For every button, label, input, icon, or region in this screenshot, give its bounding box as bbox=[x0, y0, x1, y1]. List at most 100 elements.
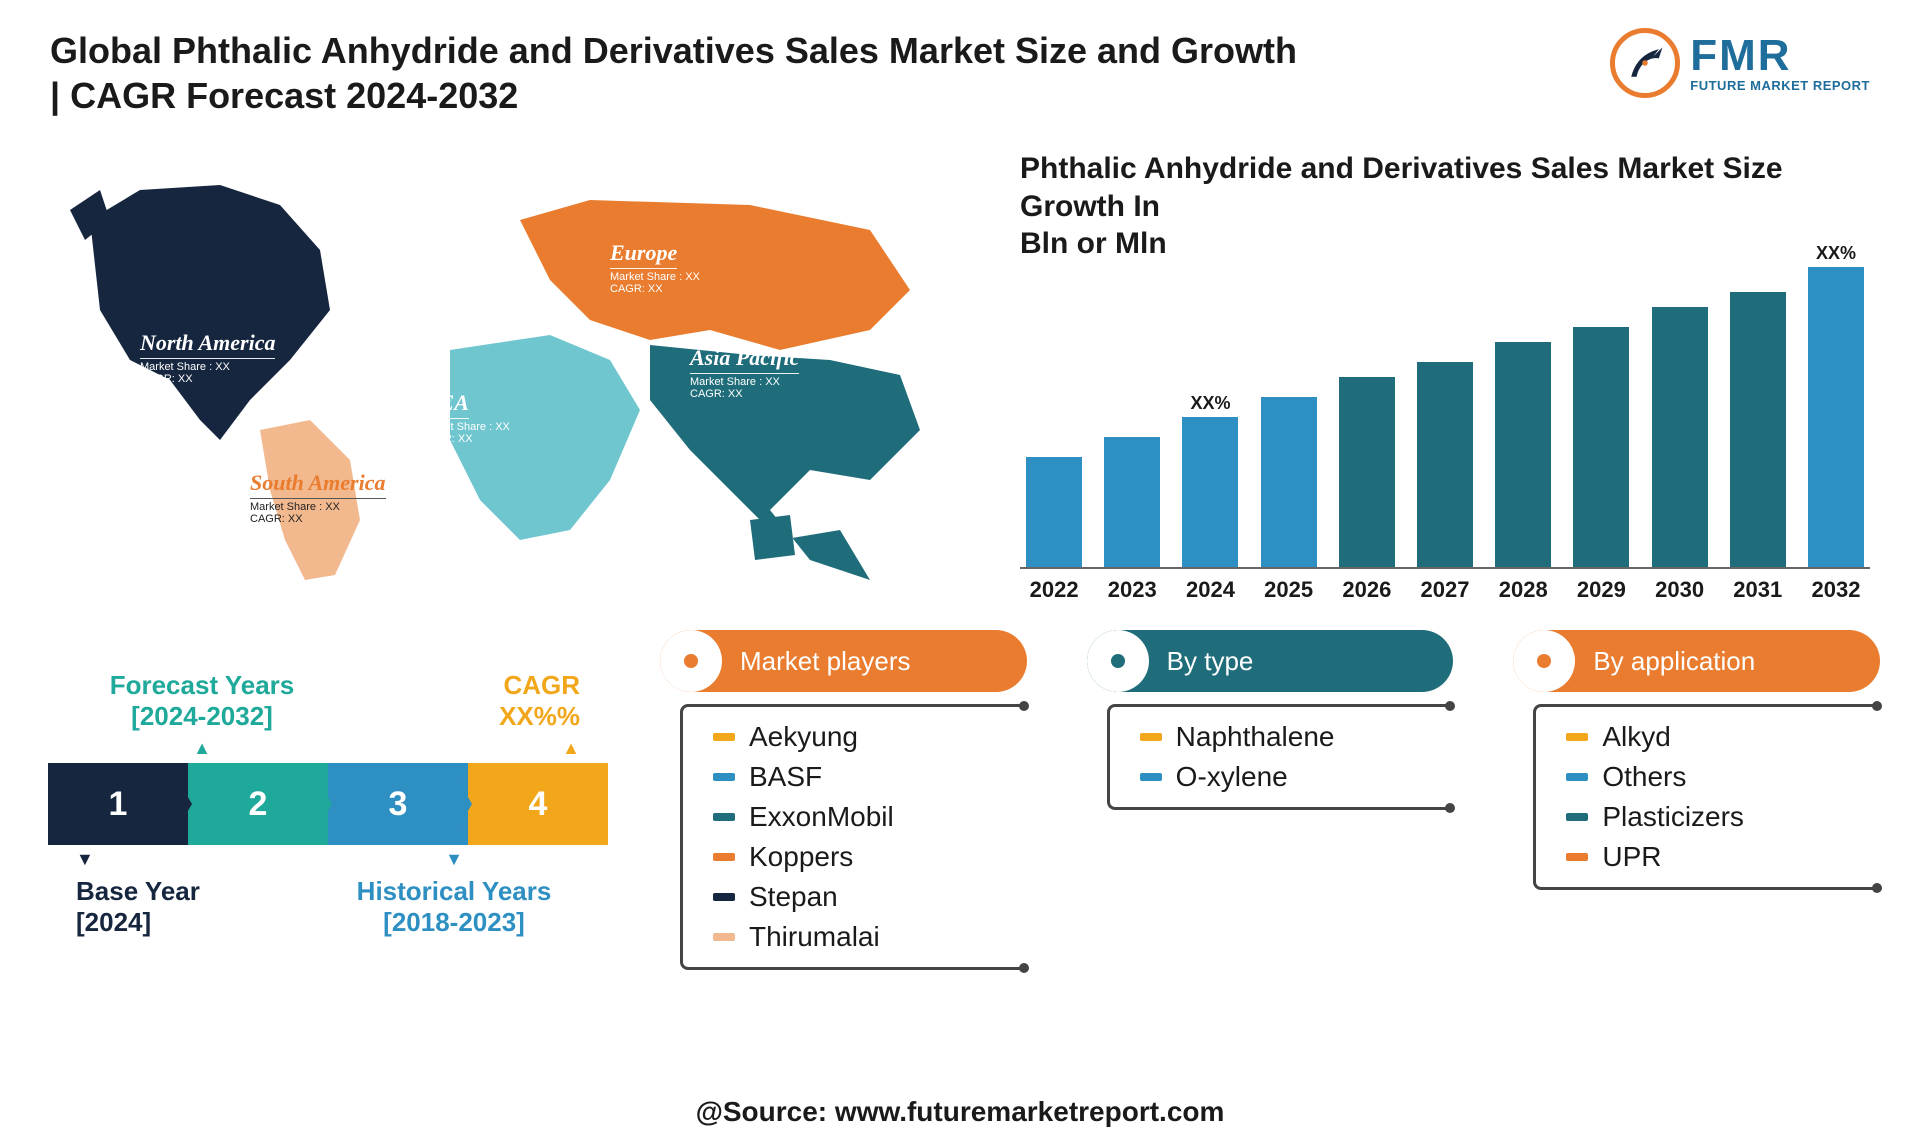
historical-years-label: Historical Years [2018-2023] bbox=[328, 876, 580, 938]
category-title: Market players bbox=[740, 646, 911, 677]
tick-icon bbox=[713, 933, 735, 941]
pill-dot-icon bbox=[1087, 630, 1149, 692]
x-label: 2030 bbox=[1650, 577, 1710, 603]
list-item: Others bbox=[1566, 757, 1870, 797]
x-label: 2028 bbox=[1493, 577, 1553, 603]
bar-2029 bbox=[1573, 327, 1629, 567]
arrow-down-icon: ▼ bbox=[76, 849, 328, 870]
timeline-seg-1: 1 bbox=[48, 763, 188, 845]
page-title: Global Phthalic Anhydride and Derivative… bbox=[50, 28, 1297, 118]
list-item-text: UPR bbox=[1602, 841, 1661, 873]
category-2: By application Alkyd Others Plasticizers UPR bbox=[1513, 630, 1880, 970]
pill-dot-icon bbox=[1513, 630, 1575, 692]
header: Global Phthalic Anhydride and Derivative… bbox=[50, 28, 1870, 118]
tick-icon bbox=[1140, 773, 1162, 781]
world-map: North AmericaMarket Share : XXCAGR: XX So… bbox=[50, 160, 970, 590]
bar-2032: XX% bbox=[1808, 267, 1864, 567]
bar-2027 bbox=[1417, 362, 1473, 567]
logo-subtext: FUTURE MARKET REPORT bbox=[1690, 78, 1870, 93]
x-label: 2032 bbox=[1806, 577, 1866, 603]
list-item: BASF bbox=[713, 757, 1017, 797]
tick-icon bbox=[713, 733, 735, 741]
list-item-text: Aekyung bbox=[749, 721, 858, 753]
category-0: Market players Aekyung BASF ExxonMobil Koppe… bbox=[660, 630, 1027, 970]
forecast-years-label: Forecast Years [2024-2032] bbox=[76, 670, 328, 732]
timeline-seg-2: 2 bbox=[188, 763, 328, 845]
list-item-text: BASF bbox=[749, 761, 822, 793]
list-item: Alkyd bbox=[1566, 717, 1870, 757]
region-label-eu: EuropeMarket Share : XXCAGR: XX bbox=[610, 240, 700, 295]
category-pill: By type bbox=[1087, 630, 1454, 692]
list-item: Naphthalene bbox=[1140, 717, 1444, 757]
title-line-2: | CAGR Forecast 2024-2032 bbox=[50, 75, 518, 116]
title-line-1: Global Phthalic Anhydride and Derivative… bbox=[50, 30, 1297, 71]
list-item: Plasticizers bbox=[1566, 797, 1870, 837]
tick-icon bbox=[713, 813, 735, 821]
x-label: 2023 bbox=[1102, 577, 1162, 603]
timeline-widget: Forecast Years [2024-2032] CAGR XX%% ▲ ▲… bbox=[48, 670, 608, 938]
bar-2024: XX% bbox=[1182, 417, 1238, 567]
source-attribution: @Source: www.futuremarketreport.com bbox=[0, 1096, 1920, 1128]
category-1: By type Naphthalene O-xylene bbox=[1087, 630, 1454, 970]
list-item: O-xylene bbox=[1140, 757, 1444, 797]
pill-dot-icon bbox=[660, 630, 722, 692]
list-item-text: Alkyd bbox=[1602, 721, 1670, 753]
arrow-down-icon: ▼ bbox=[328, 849, 580, 870]
region-label-na: North AmericaMarket Share : XXCAGR: XX bbox=[140, 330, 275, 385]
timeline-bar: 1234 bbox=[48, 763, 608, 845]
category-bracket: Alkyd Others Plasticizers UPR bbox=[1533, 704, 1880, 890]
category-pill: By application bbox=[1513, 630, 1880, 692]
x-label: 2026 bbox=[1337, 577, 1397, 603]
arrow-up-icon: ▲ bbox=[76, 738, 328, 759]
category-bracket: Naphthalene O-xylene bbox=[1107, 704, 1454, 810]
list-item: Koppers bbox=[713, 837, 1017, 877]
bar-2023 bbox=[1104, 437, 1160, 567]
category-lists: Market players Aekyung BASF ExxonMobil Koppe… bbox=[660, 630, 1880, 970]
tick-icon bbox=[1566, 773, 1588, 781]
list-item-text: Stepan bbox=[749, 881, 838, 913]
logo-text: FMR bbox=[1690, 34, 1870, 78]
tick-icon bbox=[1566, 733, 1588, 741]
region-na bbox=[70, 185, 330, 440]
growth-bar-chart: Phthalic Anhydride and Derivatives Sales… bbox=[1020, 150, 1870, 590]
x-label: 2025 bbox=[1259, 577, 1319, 603]
tick-icon bbox=[713, 853, 735, 861]
category-title: By type bbox=[1167, 646, 1254, 677]
bar-annotation: XX% bbox=[1816, 243, 1856, 264]
x-label: 2027 bbox=[1415, 577, 1475, 603]
category-bracket: Aekyung BASF ExxonMobil Koppers Stepan Thirum… bbox=[680, 704, 1027, 970]
fmr-logo-icon bbox=[1610, 28, 1680, 98]
bar-2031 bbox=[1730, 292, 1786, 567]
list-item: Aekyung bbox=[713, 717, 1017, 757]
list-item: Thirumalai bbox=[713, 917, 1017, 957]
region-label-sa: South AmericaMarket Share : XXCAGR: XX bbox=[250, 470, 386, 525]
x-label: 2031 bbox=[1728, 577, 1788, 603]
timeline-seg-4: 4 bbox=[468, 763, 608, 845]
timeline-seg-3: 3 bbox=[328, 763, 468, 845]
list-item: Stepan bbox=[713, 877, 1017, 917]
x-label: 2022 bbox=[1024, 577, 1084, 603]
bar-2026 bbox=[1339, 377, 1395, 567]
list-item-text: Koppers bbox=[749, 841, 853, 873]
bar-annotation: XX% bbox=[1190, 393, 1230, 414]
category-pill: Market players bbox=[660, 630, 1027, 692]
chart-bars: XX% XX% bbox=[1020, 269, 1870, 569]
tick-icon bbox=[713, 773, 735, 781]
tick-icon bbox=[713, 893, 735, 901]
list-item-text: O-xylene bbox=[1176, 761, 1288, 793]
category-title: By application bbox=[1593, 646, 1755, 677]
list-item: ExxonMobil bbox=[713, 797, 1017, 837]
chart-x-labels: 2022 2023 2024 2025 2026 2027 2028 2029 2030 2031… bbox=[1020, 577, 1870, 603]
list-item-text: ExxonMobil bbox=[749, 801, 894, 833]
region-label-ap: Asia PacificMarket Share : XXCAGR: XX bbox=[690, 345, 799, 400]
chart-title: Phthalic Anhydride and Derivatives Sales… bbox=[1020, 150, 1870, 263]
list-item-text: Plasticizers bbox=[1602, 801, 1744, 833]
tick-icon bbox=[1140, 733, 1162, 741]
x-label: 2024 bbox=[1180, 577, 1240, 603]
bar-2022 bbox=[1026, 457, 1082, 567]
bar-2028 bbox=[1495, 342, 1551, 567]
list-item: UPR bbox=[1566, 837, 1870, 877]
x-label: 2029 bbox=[1571, 577, 1631, 603]
tick-icon bbox=[1566, 813, 1588, 821]
fmr-logo: FMR FUTURE MARKET REPORT bbox=[1610, 28, 1870, 98]
